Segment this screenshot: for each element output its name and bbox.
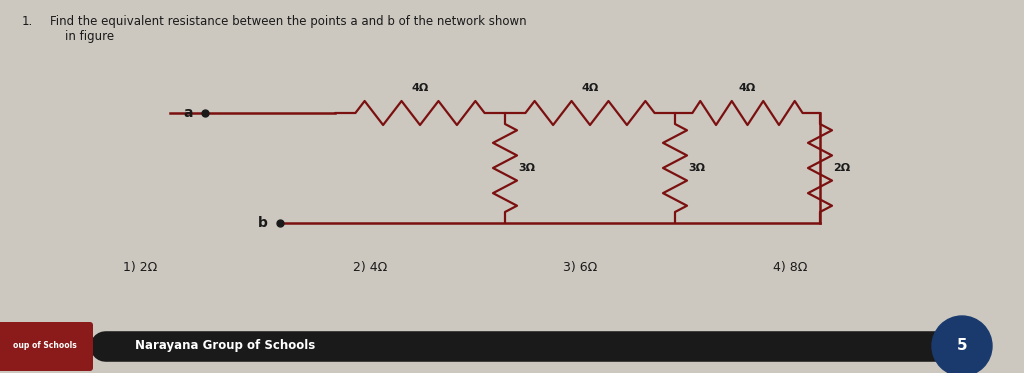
Text: 3Ω: 3Ω: [688, 163, 705, 173]
Text: 3Ω: 3Ω: [518, 163, 535, 173]
Circle shape: [932, 316, 992, 373]
Text: 4) 8Ω: 4) 8Ω: [773, 261, 807, 275]
Text: b: b: [258, 216, 268, 230]
Text: 1.: 1.: [22, 15, 33, 28]
Text: oup of Schools: oup of Schools: [13, 342, 77, 351]
Text: 5: 5: [956, 339, 968, 354]
Text: a: a: [183, 106, 193, 120]
Text: 2) 4Ω: 2) 4Ω: [353, 261, 387, 275]
Text: 4Ω: 4Ω: [582, 83, 599, 93]
Text: 1) 2Ω: 1) 2Ω: [123, 261, 157, 275]
Text: 3) 6Ω: 3) 6Ω: [563, 261, 597, 275]
Text: 4Ω: 4Ω: [739, 83, 756, 93]
Text: Find the equivalent resistance between the points a and b of the network shown
 : Find the equivalent resistance between t…: [50, 15, 526, 43]
Text: 4Ω: 4Ω: [412, 83, 429, 93]
Text: 2Ω: 2Ω: [833, 163, 850, 173]
FancyBboxPatch shape: [0, 322, 93, 371]
Text: Narayana Group of Schools: Narayana Group of Schools: [135, 339, 315, 352]
